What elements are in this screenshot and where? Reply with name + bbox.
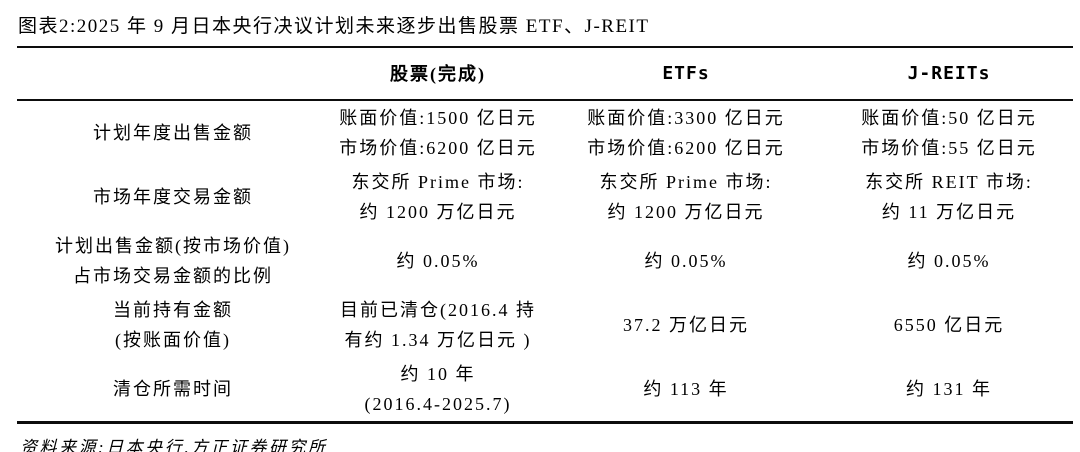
- cell-line: 约 11 万亿日元: [881, 202, 1017, 222]
- cell-line: 市场价值:55 亿日元: [861, 138, 1037, 158]
- cell-jreits: 约 131 年: [825, 374, 1073, 404]
- table-row-current-holdings: 当前持有金额 (按账面价值) 目前已清仓(2016.4 持 有约 1.34 万亿…: [17, 293, 1073, 357]
- row-label-line: (按账面价值): [115, 330, 231, 350]
- table-row-annual-sale-amount: 计划年度出售金额 账面价值:1500 亿日元 市场价值:6200 亿日元 账面价…: [17, 101, 1073, 165]
- row-label-line: 计划出售金额(按市场价值): [55, 236, 291, 256]
- cell-etfs: 账面价值:3300 亿日元 市场价值:6200 亿日元: [547, 103, 825, 163]
- cell-line: 37.2 万亿日元: [623, 315, 749, 335]
- cell-line: 东交所 Prime 市场:: [599, 172, 773, 192]
- cell-line: 账面价值:3300 亿日元: [587, 108, 785, 128]
- cell-line: 约 1200 万亿日元: [359, 202, 517, 222]
- cell-jreits: 东交所 REIT 市场: 约 11 万亿日元: [825, 167, 1073, 227]
- cell-line: 账面价值:1500 亿日元: [339, 108, 537, 128]
- row-label-line: 当前持有金额: [113, 300, 233, 320]
- cell-etfs: 约 113 年: [547, 374, 825, 404]
- row-label-line: 市场年度交易金额: [93, 187, 253, 207]
- cell-stocks: 东交所 Prime 市场: 约 1200 万亿日元: [329, 167, 547, 227]
- cell-line: 约 10 年: [400, 364, 476, 384]
- cell-line: (2016.4-2025.7): [364, 394, 512, 414]
- table-row-sale-ratio: 计划出售金额(按市场价值) 占市场交易金额的比例 约 0.05% 约 0.05%…: [17, 229, 1073, 293]
- cell-stocks: 账面价值:1500 亿日元 市场价值:6200 亿日元: [329, 103, 547, 163]
- cell-line: 约 0.05%: [396, 251, 480, 271]
- cell-line: 东交所 Prime 市场:: [351, 172, 525, 192]
- row-label: 计划年度出售金额: [17, 118, 329, 148]
- column-header-etfs: ETFs: [662, 62, 710, 84]
- row-label-line: 占市场交易金额的比例: [73, 266, 273, 286]
- cell-line: 约 131 年: [906, 379, 992, 399]
- row-label-line: 清仓所需时间: [113, 379, 233, 399]
- cell-line: 6550 亿日元: [893, 315, 1005, 335]
- row-label: 计划出售金额(按市场价值) 占市场交易金额的比例: [17, 231, 329, 291]
- row-label-line: 计划年度出售金额: [93, 123, 253, 143]
- table-row-liquidation-time: 清仓所需时间 约 10 年 (2016.4-2025.7) 约 113 年 约 …: [17, 357, 1073, 421]
- cell-line: 有约 1.34 万亿日元 ): [344, 330, 532, 350]
- cell-stocks: 目前已清仓(2016.4 持 有约 1.34 万亿日元 ): [329, 295, 547, 355]
- cell-line: 市场价值:6200 亿日元: [339, 138, 537, 158]
- cell-etfs: 37.2 万亿日元: [547, 310, 825, 340]
- report-figure: 图表2:2025 年 9 月日本央行决议计划未来逐步出售股票 ETF、J-REI…: [17, 0, 1073, 452]
- cell-line: 约 0.05%: [644, 251, 728, 271]
- cell-etfs: 约 0.05%: [547, 246, 825, 276]
- cell-line: 市场价值:6200 亿日元: [587, 138, 785, 158]
- data-table: 股票(完成) ETFs J-REITs 计划年度出售金额 账面价值:1500 亿…: [17, 48, 1073, 424]
- cell-stocks: 约 0.05%: [329, 246, 547, 276]
- column-header-stocks: 股票(完成): [390, 63, 486, 84]
- row-label: 当前持有金额 (按账面价值): [17, 295, 329, 355]
- row-label: 清仓所需时间: [17, 374, 329, 404]
- cell-line: 约 1200 万亿日元: [607, 202, 765, 222]
- cell-line: 东交所 REIT 市场:: [865, 172, 1033, 192]
- cell-etfs: 东交所 Prime 市场: 约 1200 万亿日元: [547, 167, 825, 227]
- row-label: 市场年度交易金额: [17, 182, 329, 212]
- table-row-market-annual-trading: 市场年度交易金额 东交所 Prime 市场: 约 1200 万亿日元 东交所 P…: [17, 165, 1073, 229]
- cell-line: 目前已清仓(2016.4 持: [340, 300, 536, 320]
- cell-jreits: 账面价值:50 亿日元 市场价值:55 亿日元: [825, 103, 1073, 163]
- cell-jreits: 约 0.05%: [825, 246, 1073, 276]
- cell-line: 约 0.05%: [907, 251, 991, 271]
- figure-title: 图表2:2025 年 9 月日本央行决议计划未来逐步出售股票 ETF、J-REI…: [17, 0, 1073, 48]
- cell-stocks: 约 10 年 (2016.4-2025.7): [329, 359, 547, 419]
- source-note: 资料来源:日本央行,方正证券研究所: [20, 438, 328, 452]
- cell-line: 账面价值:50 亿日元: [861, 108, 1037, 128]
- cell-jreits: 6550 亿日元: [825, 310, 1073, 340]
- column-header-jreits: J-REITs: [907, 62, 991, 84]
- cell-line: 约 113 年: [643, 379, 729, 399]
- table-header-row: 股票(完成) ETFs J-REITs: [17, 48, 1073, 101]
